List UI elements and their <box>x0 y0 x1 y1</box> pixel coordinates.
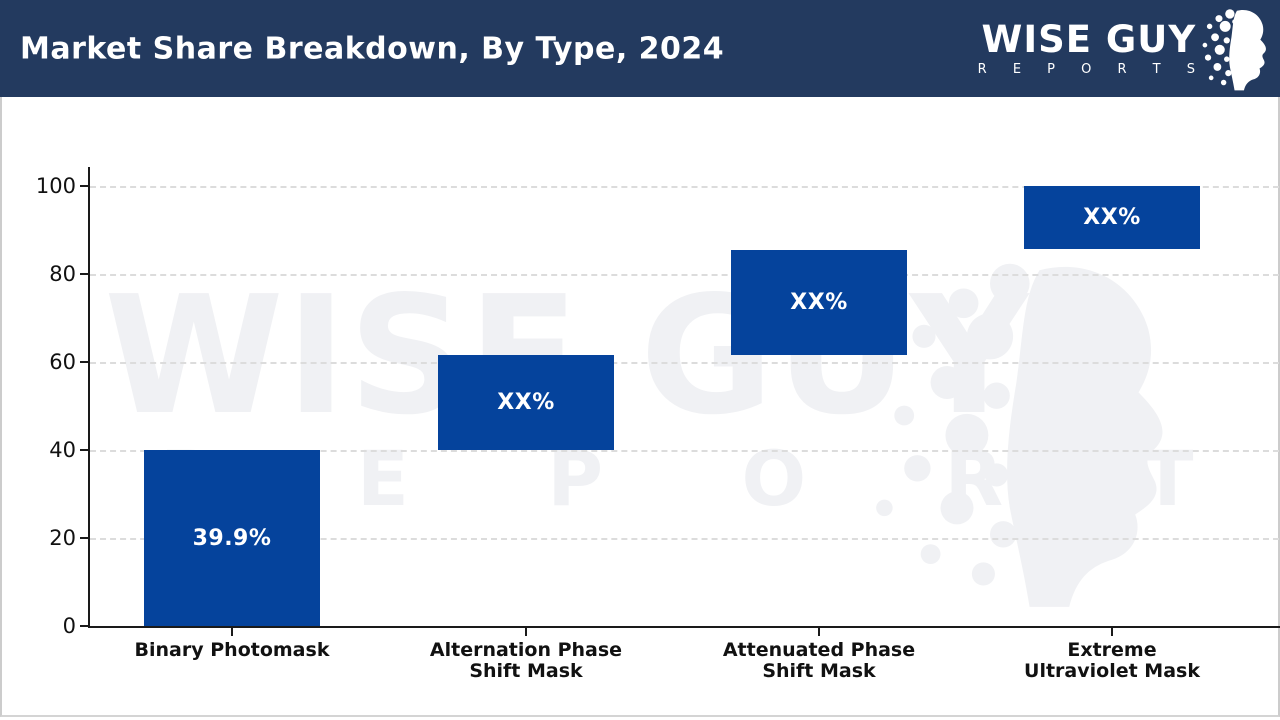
y-axis <box>88 167 90 628</box>
y-tick <box>80 537 88 539</box>
wiseguy-logo: WISE GUY R E P O R T S <box>972 6 1272 92</box>
logo-text: WISE GUY R E P O R T S <box>972 21 1206 77</box>
y-tick <box>80 185 88 187</box>
category-label-line: Binary Photomask <box>134 639 330 661</box>
bar-value-label: 39.9% <box>192 525 272 551</box>
bar-value-label: XX% <box>497 390 555 416</box>
category-label-line: Attenuated Phase <box>722 639 916 661</box>
category-label: Binary Photomask <box>82 640 382 661</box>
category-label-line: Alternation Phase <box>429 639 623 661</box>
waterfall-bar: XX% <box>731 250 907 356</box>
gridline-20 <box>90 538 1279 540</box>
waterfall-bar: 39.9% <box>144 450 320 626</box>
gridline-100 <box>90 186 1279 188</box>
y-tick <box>80 449 88 451</box>
y-tick-label: 0 <box>62 614 76 638</box>
category-label-line: Ultraviolet Mask <box>1024 660 1200 682</box>
x-tick <box>818 628 820 636</box>
category-label: Attenuated Phase Shift Mask <box>669 640 969 682</box>
header: Market Share Breakdown, By Type, 2024 WI… <box>0 0 1280 97</box>
logo-head-icon <box>1202 9 1266 91</box>
y-tick <box>80 625 88 627</box>
page-title: Market Share Breakdown, By Type, 2024 <box>20 31 725 66</box>
bar-value-label: XX% <box>790 290 848 316</box>
y-tick-label: 40 <box>49 438 76 462</box>
bar-value-label: XX% <box>1083 204 1141 230</box>
y-tick-label: 20 <box>49 526 76 550</box>
x-axis <box>88 626 1280 628</box>
waterfall-bar: XX% <box>1024 186 1200 249</box>
y-tick <box>80 273 88 275</box>
y-tick <box>80 361 88 363</box>
y-tick-label: 100 <box>35 174 76 198</box>
category-label: Alternation Phase Shift Mask <box>376 640 676 682</box>
x-tick <box>1111 628 1113 636</box>
y-tick-label: 80 <box>49 262 76 286</box>
gridline-40 <box>90 450 1279 452</box>
category-label-line: Shift Mask <box>762 660 876 682</box>
category-label-line: Shift Mask <box>469 660 583 682</box>
x-tick <box>525 628 527 636</box>
y-tick-label: 60 <box>49 350 76 374</box>
gridline-60 <box>90 362 1279 364</box>
waterfall-bar: XX% <box>438 355 614 451</box>
category-label: Extreme Ultraviolet Mask <box>962 640 1262 682</box>
logo-subtitle: R E P O R T S <box>977 62 1206 77</box>
logo-wordmark: WISE GUY <box>981 18 1197 61</box>
category-label-line: Extreme <box>1067 639 1157 661</box>
gridline-80 <box>90 274 1279 276</box>
watermark-head-icon <box>876 263 1163 607</box>
x-tick <box>231 628 233 636</box>
chart-canvas: WISE GUY. R E P O R T S 02040608010039.9… <box>0 97 1280 717</box>
